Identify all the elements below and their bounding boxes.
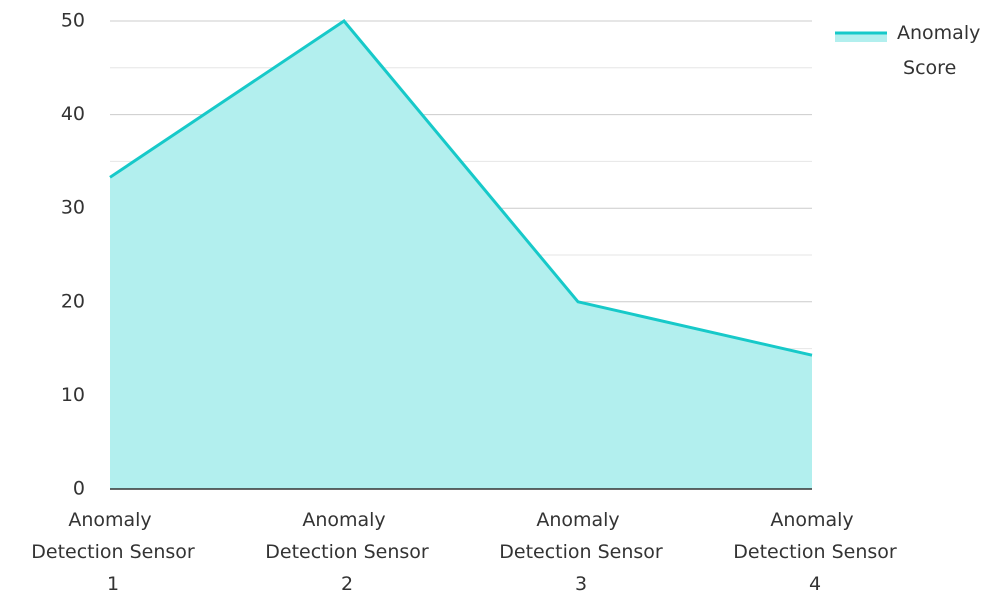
x-tick-label: Anomaly Detection Sensor 1 xyxy=(25,509,195,593)
x-tick-label: Anomaly Detection Sensor 4 xyxy=(727,509,897,593)
legend-swatch-fill xyxy=(835,33,887,42)
x-tick-label: Anomaly Detection Sensor 3 xyxy=(493,509,663,593)
y-tick-label: 40 xyxy=(61,103,85,125)
x-tick-label: Anomaly Detection Sensor 2 xyxy=(259,509,429,593)
y-tick-label: 30 xyxy=(61,197,85,219)
y-tick-label: 10 xyxy=(61,384,85,406)
y-tick-label: 50 xyxy=(61,10,85,32)
line xyxy=(109,19,813,357)
legend-label: Anomaly Score xyxy=(897,22,980,79)
area xyxy=(110,21,812,489)
y-tick-label: 0 xyxy=(73,478,85,500)
y-tick-label: 20 xyxy=(61,290,85,312)
